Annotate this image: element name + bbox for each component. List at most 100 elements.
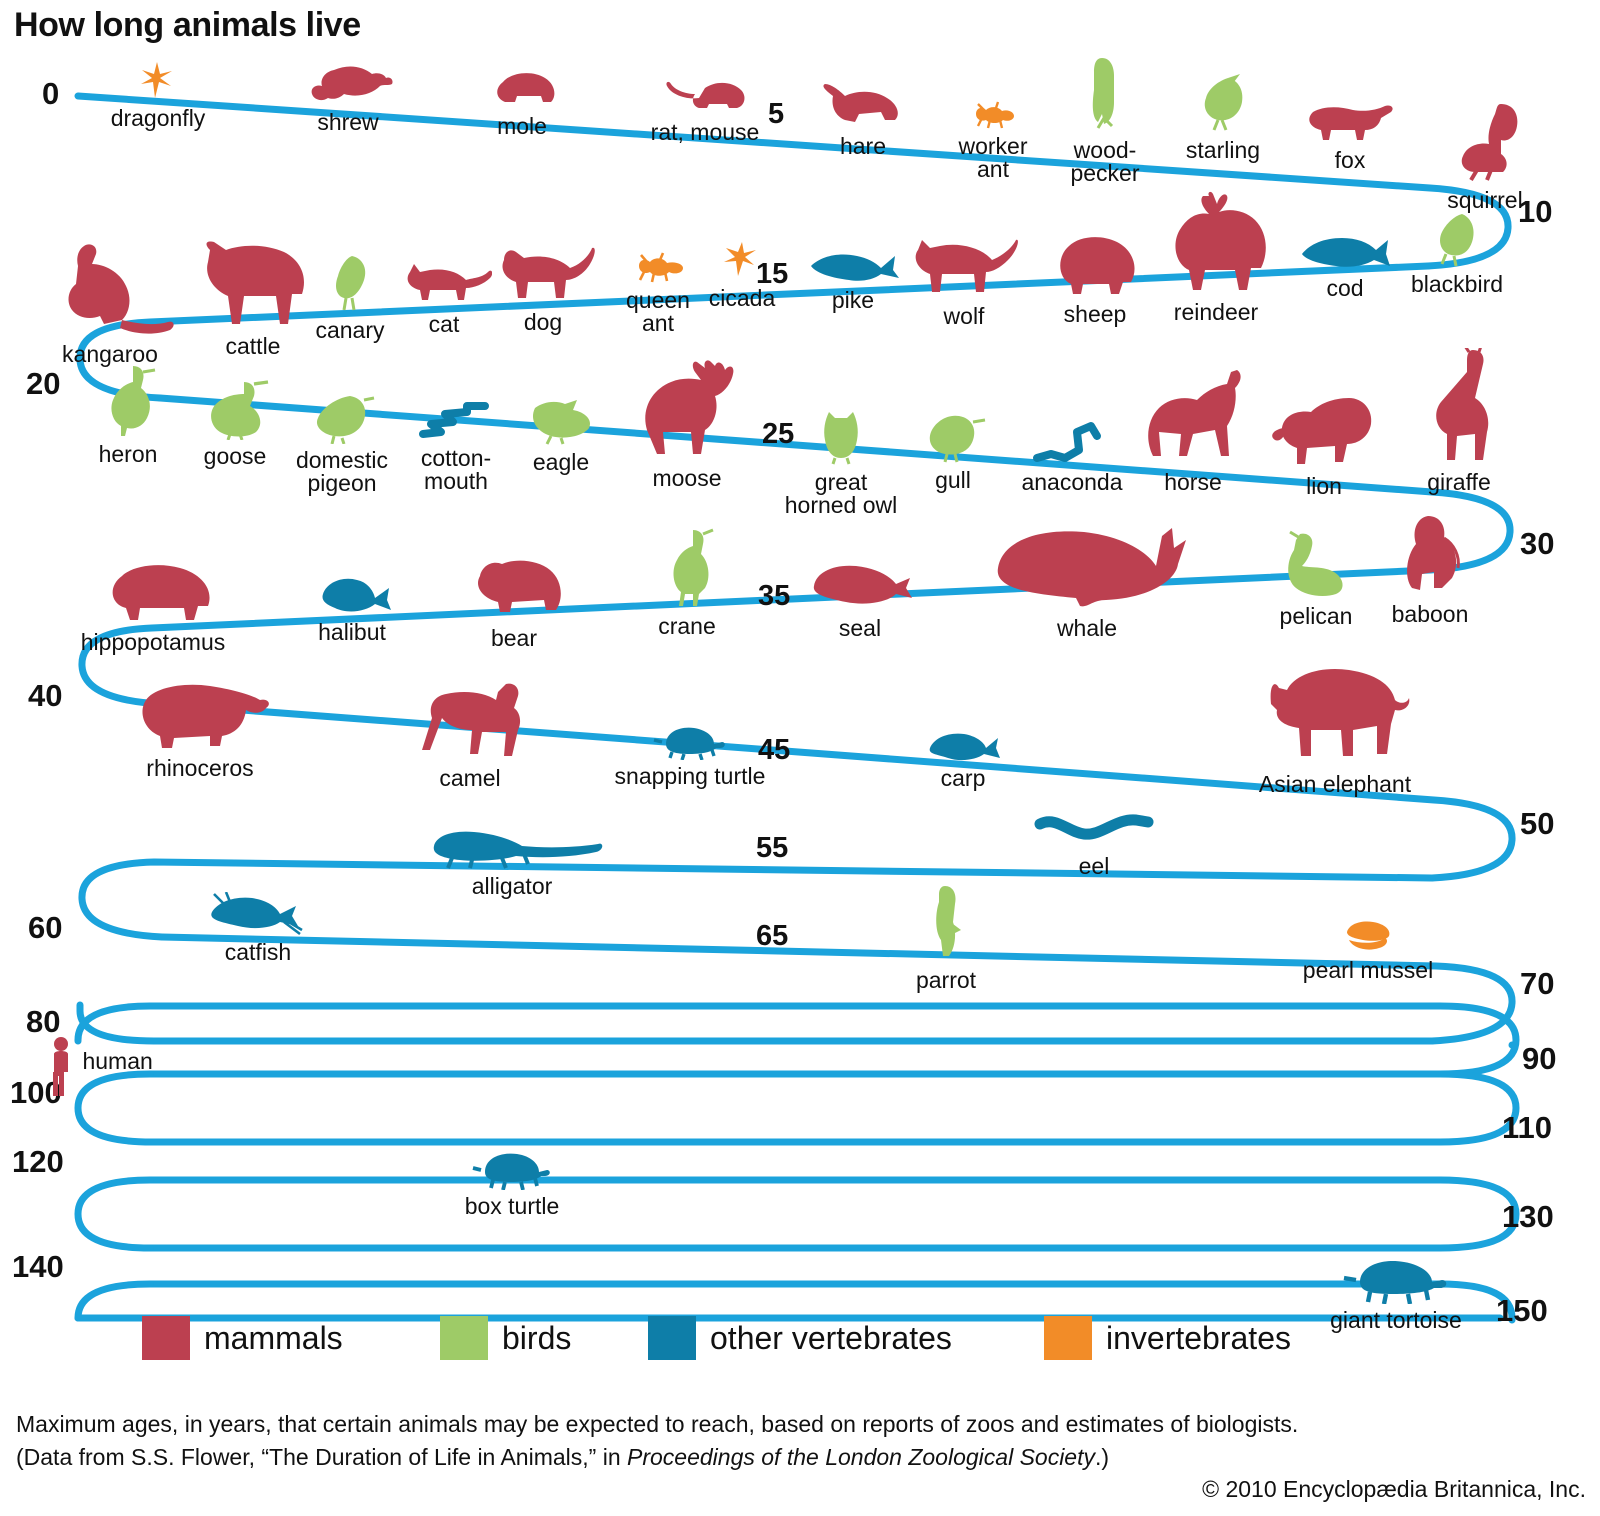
- cow-icon: [178, 238, 328, 335]
- squirrel-icon: [1420, 100, 1550, 189]
- eel-icon: [1026, 812, 1162, 855]
- animal-dragonfly[interactable]: dragonfly: [88, 58, 228, 130]
- animal-label: gull: [935, 467, 971, 493]
- pelican-icon: [1252, 528, 1380, 605]
- animal-cod[interactable]: cod: [1290, 232, 1400, 300]
- animal-box-turtle[interactable]: box turtle: [412, 1148, 612, 1218]
- animal-rat-mouse[interactable]: rat, mouse: [630, 78, 780, 144]
- ant-icon: [938, 100, 1048, 135]
- baboon-icon: [1366, 512, 1494, 603]
- animal-pelican[interactable]: pelican: [1252, 528, 1380, 628]
- animal-squirrel[interactable]: squirrel: [1420, 100, 1550, 212]
- reindeer-icon: [1148, 190, 1284, 301]
- animal-reindeer[interactable]: reindeer: [1148, 190, 1284, 324]
- animal-whale[interactable]: whale: [972, 520, 1202, 640]
- animal-carp[interactable]: carp: [908, 728, 1018, 790]
- tick-25: 25: [762, 418, 795, 450]
- animal-cattle[interactable]: cattle: [178, 238, 328, 358]
- animal-cottonmouth[interactable]: cotton- mouth: [396, 400, 516, 494]
- parrot-icon: [882, 884, 1010, 969]
- animal-lion[interactable]: lion: [1264, 392, 1384, 498]
- bear-icon: [454, 556, 574, 627]
- animal-halibut[interactable]: halibut: [292, 574, 412, 644]
- animal-sheep[interactable]: sheep: [1040, 230, 1150, 326]
- animal-kangaroo[interactable]: kangaroo: [30, 240, 190, 366]
- animal-label: canary: [315, 317, 385, 343]
- animal-worker-ant[interactable]: worker ant: [938, 100, 1048, 182]
- animal-bear[interactable]: bear: [454, 556, 574, 650]
- tick-60: 60: [28, 910, 63, 945]
- footnote-line-1: Maximum ages, in years, that certain ani…: [16, 1411, 1299, 1437]
- animal-cat[interactable]: cat: [394, 258, 494, 336]
- crane-icon: [632, 526, 742, 615]
- footnote-source-post: .): [1095, 1444, 1110, 1471]
- animal-woodpecker[interactable]: wood- pecker: [1050, 56, 1160, 186]
- animal-mole[interactable]: mole: [452, 68, 592, 138]
- animal-eel[interactable]: eel: [1026, 812, 1162, 878]
- animal-human[interactable]: human: [48, 1036, 228, 1103]
- mouse-icon: [630, 78, 780, 121]
- mussel-icon: [1288, 918, 1448, 959]
- animal-hippopotamus[interactable]: hippopotamus: [58, 560, 248, 654]
- fox-icon: [1292, 100, 1408, 149]
- animal-label: cat: [428, 311, 460, 337]
- animal-snapping-turtle[interactable]: snapping turtle: [600, 724, 780, 788]
- animal-canary[interactable]: canary: [300, 252, 400, 342]
- animal-heron[interactable]: heron: [68, 364, 188, 466]
- animal-label: carp: [940, 765, 986, 791]
- animal-cicada[interactable]: cicada: [694, 238, 790, 310]
- animal-starling[interactable]: starling: [1168, 72, 1278, 162]
- owl-icon: [776, 406, 906, 471]
- tick-20: 20: [26, 366, 61, 401]
- animal-queen-ant[interactable]: queen ant: [608, 250, 708, 336]
- animal-anaconda[interactable]: anaconda: [1008, 416, 1136, 494]
- woodpecker-icon: [1050, 56, 1160, 139]
- animal-gull[interactable]: gull: [898, 410, 1008, 492]
- animal-pearl-mussel[interactable]: pearl mussel: [1288, 918, 1448, 982]
- animal-parrot[interactable]: parrot: [882, 884, 1010, 992]
- animal-label: dog: [523, 309, 563, 335]
- animal-domestic-pigeon[interactable]: domestic pigeon: [282, 392, 402, 496]
- legend-item-other-vertebrates: other vertebrates: [648, 1316, 952, 1360]
- animal-shrew[interactable]: shrew: [278, 60, 418, 134]
- animal-alligator[interactable]: alligator: [418, 828, 606, 898]
- animal-label: human: [82, 1047, 153, 1074]
- turtle-icon: [600, 724, 780, 765]
- gull-icon: [898, 410, 1008, 469]
- animal-seal[interactable]: seal: [800, 560, 920, 640]
- animal-pike[interactable]: pike: [798, 248, 908, 312]
- animal-label: pearl mussel: [1302, 957, 1434, 983]
- animal-horse[interactable]: horse: [1128, 368, 1258, 494]
- ant-icon: [608, 250, 708, 289]
- animal-wolf[interactable]: wolf: [904, 232, 1024, 328]
- animal-camel[interactable]: camel: [400, 678, 540, 790]
- mole-icon: [452, 68, 592, 115]
- animal-crane[interactable]: crane: [632, 526, 742, 638]
- animal-baboon[interactable]: baboon: [1366, 512, 1494, 626]
- legend-label: other vertebrates: [710, 1320, 952, 1356]
- animal-great-horned-owl[interactable]: great horned owl: [776, 406, 906, 518]
- animal-label: rat, mouse: [650, 119, 760, 145]
- fish-icon: [908, 728, 1018, 767]
- animal-dog[interactable]: dog: [488, 244, 598, 334]
- page-title: How long animals live: [14, 6, 361, 44]
- animal-giraffe[interactable]: giraffe: [1394, 345, 1524, 494]
- animal-goose[interactable]: goose: [180, 378, 290, 468]
- fish-icon: [798, 248, 908, 289]
- horse-icon: [1128, 368, 1258, 471]
- turtle-icon: [412, 1148, 612, 1195]
- tick-80: 80: [26, 1004, 61, 1039]
- animal-label: worker ant: [958, 133, 1028, 183]
- animal-asian-elephant[interactable]: Asian elephant: [1240, 664, 1430, 796]
- animal-moose[interactable]: moose: [614, 358, 760, 490]
- animal-giant-tortoise[interactable]: giant tortoise: [1296, 1254, 1496, 1332]
- animal-rhinoceros[interactable]: rhinoceros: [110, 680, 290, 780]
- animal-label: pike: [831, 287, 875, 313]
- animal-eagle[interactable]: eagle: [506, 392, 616, 474]
- alligator-icon: [418, 828, 606, 875]
- catfish-icon: [188, 891, 328, 941]
- animal-fox[interactable]: fox: [1292, 100, 1408, 172]
- animal-hare[interactable]: hare: [798, 82, 928, 158]
- animal-blackbird[interactable]: blackbird: [1382, 210, 1532, 296]
- animal-catfish[interactable]: catfish: [188, 891, 328, 964]
